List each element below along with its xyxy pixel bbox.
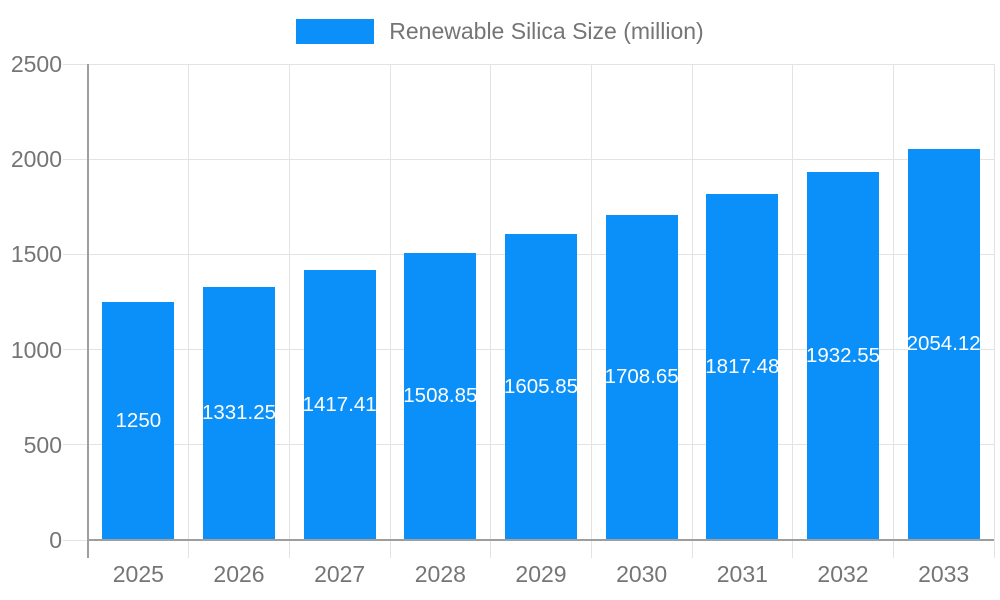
bar-value-label: 1708.65 <box>605 365 678 389</box>
bar-value-label: 1331.25 <box>203 401 275 425</box>
bar-2025[interactable]: 1250 <box>102 302 175 540</box>
horizontal-gridline <box>63 158 994 160</box>
vertical-gridline <box>892 64 894 558</box>
x-tick-label: 2029 <box>515 561 567 587</box>
x-tick-label: 2027 <box>314 561 366 587</box>
x-tick-label: 2033 <box>918 561 970 587</box>
vertical-gridline <box>590 64 592 558</box>
bar-value-label: 1605.85 <box>505 375 577 399</box>
bar-value-label: 1817.48 <box>706 354 779 378</box>
bar-2033[interactable]: 2054.12 <box>907 148 980 540</box>
x-tick-label: 2026 <box>213 561 265 587</box>
x-tick-label: 2025 <box>112 561 164 587</box>
bar-value-label: 1508.85 <box>404 384 477 408</box>
bar-value-label: 1932.55 <box>807 344 879 367</box>
y-tick-label: 500 <box>23 431 62 458</box>
vertical-gridline <box>288 64 290 558</box>
vertical-gridline <box>792 64 794 558</box>
x-tick-label: 2031 <box>716 561 768 587</box>
y-tick-label: 1000 <box>10 336 62 363</box>
y-tick-label: 2000 <box>10 146 62 173</box>
x-tick-label: 2028 <box>414 561 466 587</box>
vertical-gridline <box>389 64 391 558</box>
bar-2030[interactable]: 1708.65 <box>605 214 678 540</box>
x-tick-label: 2030 <box>616 561 668 587</box>
bar-2029[interactable]: 1605.85 <box>505 234 577 540</box>
bar-2031[interactable]: 1817.48 <box>706 193 779 540</box>
vertical-gridline <box>993 64 995 558</box>
bar-value-label: 1417.41 <box>303 393 376 417</box>
y-tick-label: 2500 <box>10 51 62 77</box>
vertical-gridline <box>490 64 492 558</box>
bar-2032[interactable]: 1932.55 <box>807 172 879 540</box>
x-tick-label: 2032 <box>817 561 869 587</box>
legend-label: Renewable Silica Size (million) <box>389 17 704 44</box>
legend-swatch <box>296 18 375 44</box>
bar-2026[interactable]: 1331.25 <box>203 286 275 540</box>
vertical-gridline <box>691 64 693 558</box>
x-axis-line <box>88 539 994 541</box>
y-axis-line <box>87 64 89 558</box>
bar-value-label: 1250 <box>115 409 162 432</box>
y-tick-label: 0 <box>49 527 62 553</box>
vertical-gridline <box>188 64 190 558</box>
bar-2028[interactable]: 1508.85 <box>404 252 477 540</box>
bar-2027[interactable]: 1417.41 <box>303 270 376 540</box>
bar-value-label: 2054.12 <box>907 332 980 356</box>
y-tick-label: 1500 <box>10 241 62 268</box>
legend-item[interactable]: Renewable Silica Size (million) <box>0 13 1000 49</box>
horizontal-gridline <box>63 63 994 65</box>
